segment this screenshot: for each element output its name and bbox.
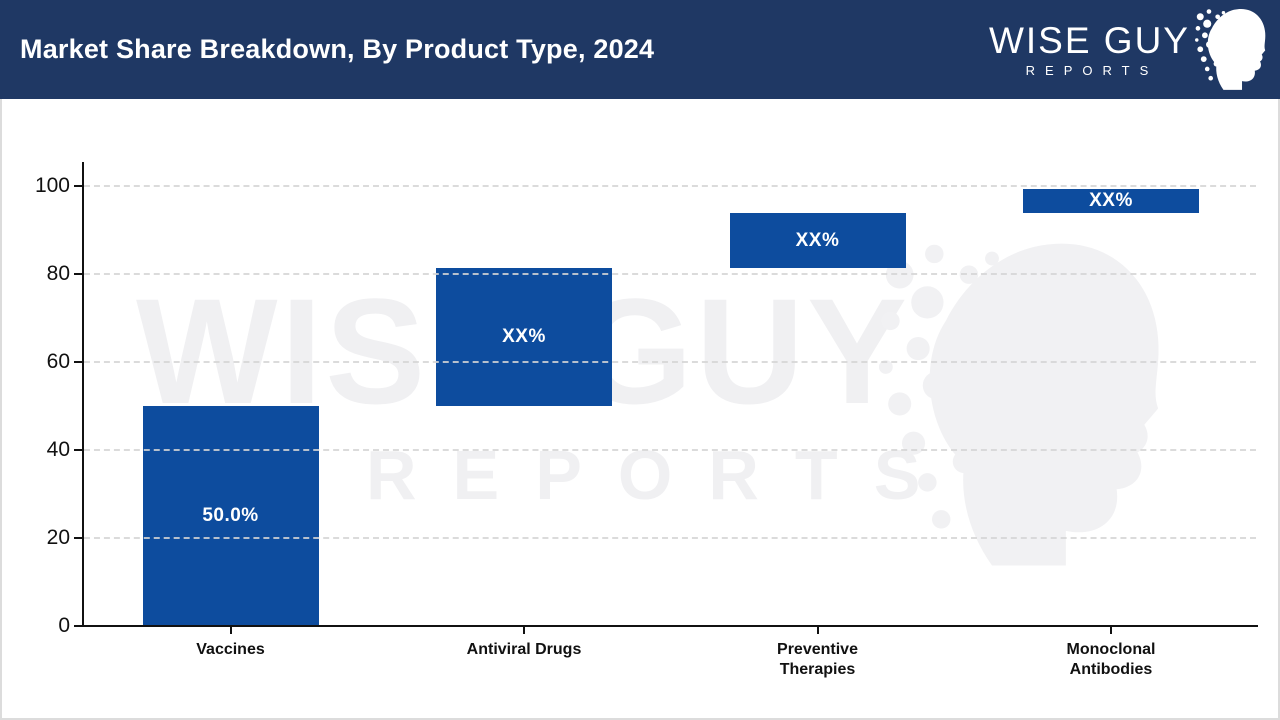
page-border-right (1278, 99, 1280, 720)
y-tick (74, 272, 82, 275)
watermark-reports-text: REPORTS (366, 436, 957, 514)
logo-head-icon (1192, 4, 1270, 96)
x-axis-line (82, 625, 1258, 627)
bar-value-label: 50.0% (202, 504, 259, 526)
x-tick (1110, 627, 1112, 634)
logo-reports-text: REPORTS (1025, 62, 1159, 78)
x-tick (816, 627, 819, 634)
page-border-left (0, 99, 2, 720)
gridline-40 (84, 448, 1256, 451)
bar-value-label: XX% (1089, 189, 1133, 211)
page-title: Market Share Breakdown, By Product Type,… (20, 34, 655, 64)
y-tick (74, 625, 82, 627)
y-axis-tick-label: 20 (46, 525, 70, 549)
wiseguy-logo: WISE GUY REPORTS (989, 6, 1270, 94)
bar-value-label: XX% (502, 326, 546, 348)
x-axis-category-label: Preventive Therapies (777, 641, 858, 678)
gridline-100 (84, 184, 1256, 187)
y-axis-tick-label: 80 (46, 261, 70, 285)
gridline-80 (84, 272, 1256, 275)
bar-antiviral-drugs: XX% (436, 268, 612, 406)
x-tick (523, 627, 525, 634)
y-axis-tick-label: 60 (46, 349, 70, 373)
logo-text: WISE GUY REPORTS (988, 20, 1190, 78)
y-tick (74, 360, 82, 363)
logo-wordmark: WISE GUY (988, 20, 1190, 62)
bar-vaccines: 50.0% (142, 405, 319, 626)
gridline-60 (84, 360, 1256, 363)
gridline-20 (84, 536, 1256, 539)
y-axis-line (82, 162, 84, 627)
y-tick (74, 448, 82, 451)
x-axis-category-label: Antiviral Drugs (466, 641, 582, 658)
bar-preventive-therapies: XX% (729, 212, 906, 269)
page-border-bottom (0, 718, 1280, 720)
x-tick (229, 627, 232, 634)
x-axis-category-label: Vaccines (196, 641, 265, 658)
y-axis-tick-label: 40 (46, 437, 70, 461)
bar-value-label: XX% (795, 229, 840, 251)
y-axis-tick-label: 0 (58, 614, 70, 637)
header: Market Share Breakdown, By Product Type,… (0, 0, 1280, 99)
y-tick (74, 184, 82, 187)
y-tick (74, 536, 82, 539)
watermark-head-icon (872, 216, 1172, 583)
bar-monoclonal-antibodies: XX% (1023, 188, 1199, 213)
x-axis-category-label: Monoclonal Antibodies (1066, 641, 1156, 678)
y-axis-tick-label: 100 (34, 173, 70, 197)
